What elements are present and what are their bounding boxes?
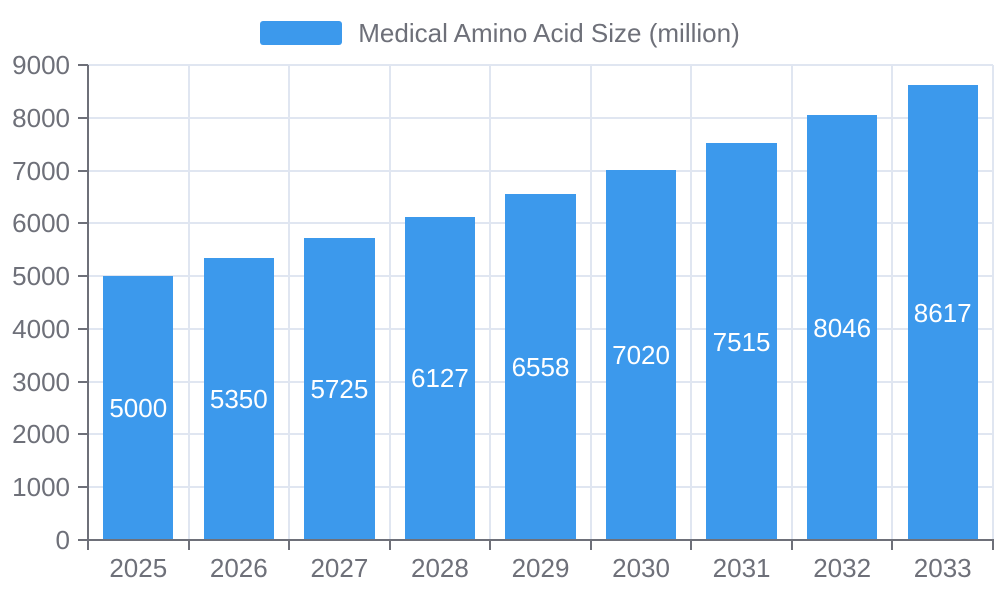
bar-2032[interactable]: 8046	[806, 115, 878, 540]
y-axis-tick	[78, 380, 88, 383]
bar-2027[interactable]: 5725	[304, 237, 375, 540]
x-gridline	[790, 65, 793, 540]
x-gridline	[891, 65, 894, 540]
y-axis-label: 2000	[12, 419, 70, 450]
y-axis-label: 3000	[12, 366, 70, 397]
legend-label: Medical Amino Acid Size (million)	[358, 18, 740, 48]
y-axis-tick	[78, 222, 88, 225]
y-gridline	[88, 116, 993, 119]
y-gridline	[88, 64, 993, 66]
bar-value-2026: 5350	[209, 383, 268, 414]
y-axis-tick	[78, 327, 88, 330]
y-axis-tick	[78, 116, 88, 119]
x-axis-tick	[489, 540, 492, 550]
y-axis-label: 0	[55, 525, 70, 555]
x-axis-tick	[288, 540, 291, 550]
bar-2030[interactable]: 7020	[605, 169, 677, 540]
x-axis-tick	[187, 540, 190, 550]
bar-2025[interactable]: 5000	[103, 276, 174, 540]
y-axis-label: 1000	[12, 472, 70, 503]
bar-value-2029: 6558	[511, 351, 570, 382]
x-axis-label-2025: 2025	[109, 553, 168, 583]
y-axis-tick	[78, 486, 88, 489]
x-axis-label-2030: 2030	[612, 553, 670, 583]
bar-2031[interactable]: 7515	[706, 143, 777, 540]
plot-area: 5000 5350 5725 6127 6558 7020 7515 8046 8617	[87, 64, 994, 541]
bar-2029[interactable]: 6558	[505, 193, 576, 540]
x-gridline	[187, 65, 190, 540]
x-gridline	[288, 65, 291, 540]
bar-value-2025: 5000	[109, 393, 168, 424]
bar-value-2028: 6127	[411, 363, 469, 394]
x-axis-label-2033: 2033	[913, 553, 972, 583]
y-gridline	[88, 169, 993, 172]
x-axis-tick	[690, 540, 693, 550]
bar-value-2031: 7515	[712, 326, 771, 357]
bar-value-2032: 8046	[813, 312, 872, 343]
bar-2033[interactable]: 8617	[907, 85, 978, 540]
y-axis-tick	[78, 275, 88, 278]
x-gridline	[589, 65, 592, 540]
bar-2026[interactable]: 5350	[203, 257, 274, 540]
x-gridline	[992, 65, 994, 540]
x-axis-line	[87, 539, 994, 541]
y-axis-label: 9000	[12, 50, 70, 80]
x-axis-tick	[891, 540, 894, 550]
y-axis-line	[87, 65, 89, 540]
legend-swatch	[260, 21, 343, 45]
y-axis-tick	[78, 433, 88, 436]
y-axis-label: 7000	[12, 155, 70, 186]
x-axis-label-2032: 2032	[813, 553, 872, 583]
y-axis-tick	[78, 539, 88, 541]
bar-value-2027: 5725	[310, 373, 369, 404]
x-axis-tick	[388, 540, 391, 550]
x-axis-tick	[992, 540, 994, 550]
x-axis-label-2031: 2031	[712, 553, 771, 583]
x-gridline	[489, 65, 492, 540]
x-axis-tick	[87, 540, 89, 550]
legend-item[interactable]: Medical Amino Acid Size (million)	[0, 19, 1000, 47]
bar-value-2033: 8617	[913, 297, 972, 328]
y-axis-label: 4000	[12, 313, 70, 344]
y-axis-label: 8000	[12, 102, 70, 133]
y-axis-tick	[78, 169, 88, 172]
y-axis-label: 5000	[12, 261, 70, 292]
x-axis-label-2028: 2028	[411, 553, 469, 583]
bar-value-2030: 7020	[612, 339, 670, 370]
x-axis-tick	[790, 540, 793, 550]
bar-2028[interactable]: 6127	[404, 216, 476, 540]
x-axis-label-2027: 2027	[310, 553, 369, 583]
y-axis-tick	[78, 64, 88, 66]
x-axis-tick	[589, 540, 592, 550]
x-axis-label-2026: 2026	[209, 553, 268, 583]
x-gridline	[690, 65, 693, 540]
x-axis-label-2029: 2029	[511, 553, 570, 583]
y-axis-label: 6000	[12, 208, 70, 239]
x-gridline	[388, 65, 391, 540]
